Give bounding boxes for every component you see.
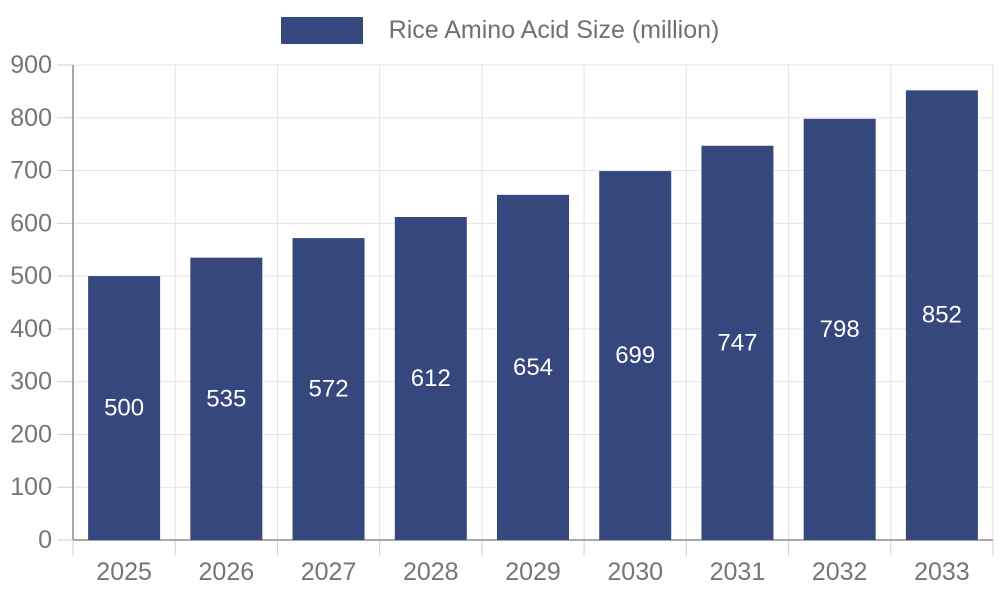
y-axis-label-600: 600 [10,209,52,237]
bar-label-2030: 699 [615,342,655,369]
y-axis-label-800: 800 [10,104,52,132]
x-axis-label-2025: 2025 [96,558,152,586]
bar-2030 [599,171,672,541]
bar-label-2025: 500 [104,395,144,422]
bar-2031 [701,145,774,540]
bar-2025 [88,276,161,540]
y-axis-label-300: 300 [10,368,52,396]
x-axis-label-2026: 2026 [199,558,255,586]
bar-2026 [190,257,263,540]
bar-label-2027: 572 [309,376,349,403]
legend-swatch [280,17,363,44]
y-axis-label-100: 100 [10,473,52,501]
y-axis-label-500: 500 [10,262,52,290]
bar-label-2032: 798 [820,316,860,343]
x-axis-label-2033: 2033 [914,558,970,586]
x-axis-label-2028: 2028 [403,558,459,586]
bar-2032 [803,118,876,540]
legend-item[interactable]: Rice Amino Acid Size (million) [0,17,1000,44]
x-axis-label-2031: 2031 [710,558,766,586]
x-axis-label-2032: 2032 [812,558,868,586]
x-axis-label-2029: 2029 [505,558,561,586]
bar-label-2026: 535 [206,385,246,412]
bar-2028 [394,217,467,540]
bar-2029 [497,194,569,541]
bar-label-2031: 747 [717,329,757,356]
legend-label: Rice Amino Acid Size (million) [388,16,720,44]
x-axis-label-2027: 2027 [301,558,357,586]
y-axis-label-0: 0 [38,526,52,554]
bar-2027 [292,238,365,540]
y-axis-label-400: 400 [10,315,52,343]
y-axis-label-700: 700 [10,157,52,185]
bar-label-2033: 852 [922,302,962,329]
bar-label-2029: 654 [513,354,553,381]
x-axis-label-2030: 2030 [607,558,663,586]
bar-label-2028: 612 [411,365,451,392]
y-axis-label-900: 900 [10,51,52,79]
bar-2033 [905,90,978,540]
y-axis-label-200: 200 [10,420,52,448]
